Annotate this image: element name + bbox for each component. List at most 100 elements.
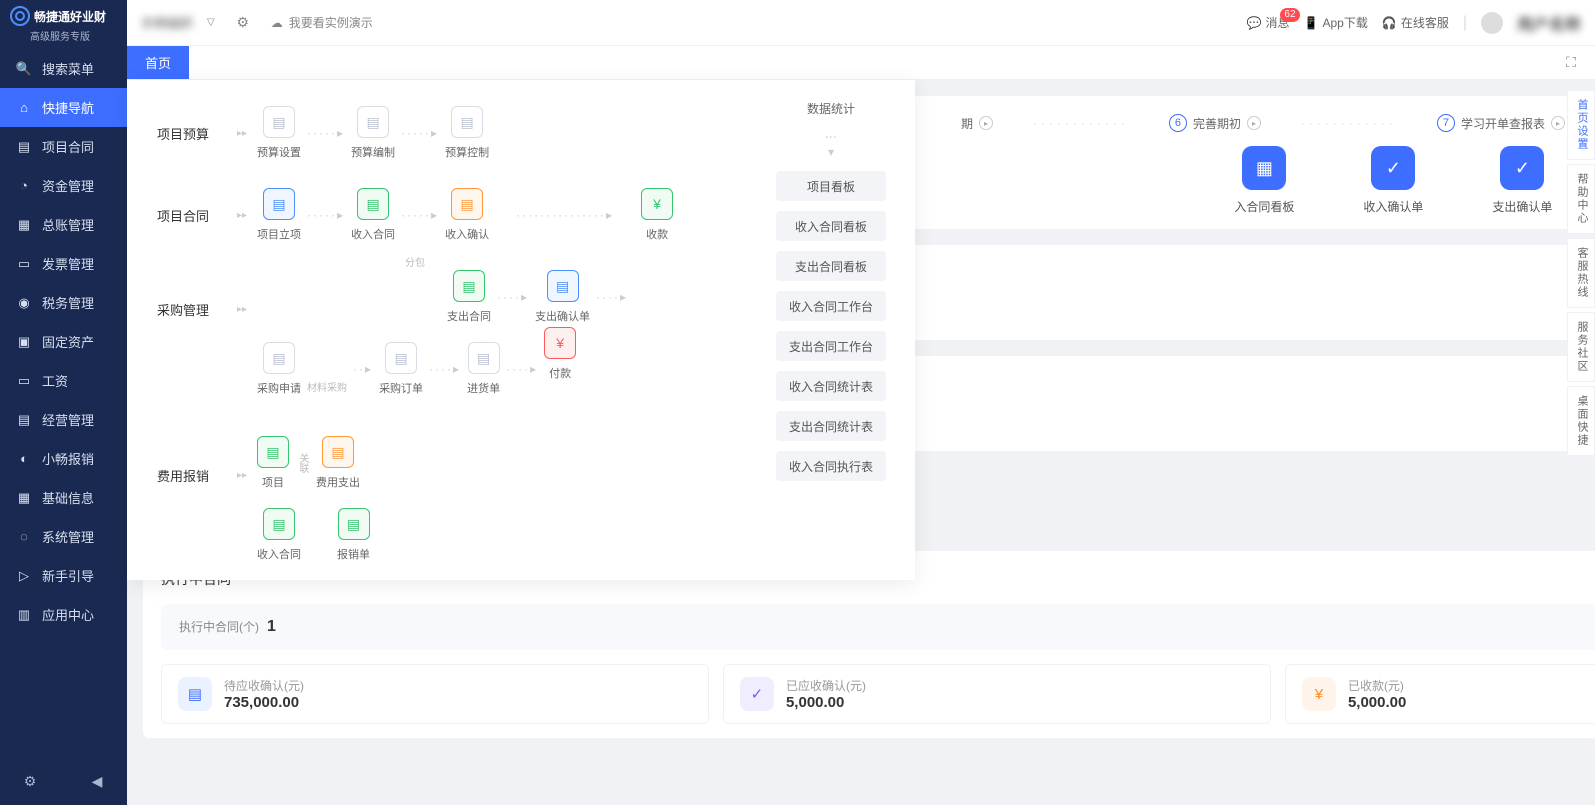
sidebar-item-system[interactable]: ◌系统管理 bbox=[0, 517, 127, 556]
chart-icon: ▤ bbox=[16, 412, 32, 428]
demo-link[interactable]: ☁ 我要看实例演示 bbox=[271, 14, 373, 31]
check-icon: ✓ bbox=[740, 677, 774, 711]
money-icon: ¥ bbox=[641, 188, 673, 220]
sidebar-item-quicknav[interactable]: ⌂快捷导航 bbox=[0, 88, 127, 127]
app-download-link[interactable]: 📱 App下载 bbox=[1304, 14, 1368, 31]
tabs-row: 首页 ⛶ bbox=[127, 46, 1595, 80]
flow-label: 收款 bbox=[646, 226, 668, 242]
flow-node-income-contract-2[interactable]: ▤收入合同 bbox=[257, 508, 301, 562]
guide-icon: ▷ bbox=[16, 568, 32, 584]
play-icon: ▸ bbox=[979, 116, 993, 130]
flow-node-budget-edit[interactable]: ▤预算编制 bbox=[351, 106, 395, 160]
messages-link[interactable]: 💬 消息 62 bbox=[1247, 14, 1290, 31]
wizard-label: 学习开单查报表 bbox=[1461, 115, 1545, 132]
sidebar-item-business[interactable]: ▤经营管理 bbox=[0, 400, 127, 439]
settings-icon[interactable]: ⚙ bbox=[16, 767, 44, 795]
flow-node-project-init[interactable]: ▤项目立项 bbox=[257, 188, 301, 242]
sidebar-label: 固定资产 bbox=[42, 332, 94, 351]
flow-node-receipt[interactable]: ¥ 收款 bbox=[641, 188, 673, 242]
flow-node-income-contract[interactable]: ▤收入合同 bbox=[351, 188, 395, 242]
side-btn-income-board[interactable]: 收入合同看板 bbox=[776, 211, 886, 241]
rail-home-settings[interactable]: 首页设置 bbox=[1567, 90, 1595, 160]
side-btn-income-exec[interactable]: 收入合同执行表 bbox=[776, 451, 886, 481]
rail-desktop[interactable]: 桌面快捷 bbox=[1567, 386, 1595, 456]
sidebar-label: 发票管理 bbox=[42, 254, 94, 273]
dots: ·····▸ bbox=[401, 208, 439, 222]
flow-label: 项目立项 bbox=[257, 226, 301, 242]
sidebar-item-salary[interactable]: ▭工资 bbox=[0, 361, 127, 400]
flow-label: 采购申请 bbox=[257, 380, 301, 396]
wizard-step[interactable]: 期▸ bbox=[961, 115, 993, 132]
flow-node-income-confirm[interactable]: ▤收入确认 bbox=[445, 188, 489, 242]
rail-help[interactable]: 帮助中心 bbox=[1567, 164, 1595, 234]
side-btn-income-report[interactable]: 收入合同统计表 bbox=[776, 371, 886, 401]
gear-icon[interactable]: ⚙ bbox=[229, 9, 257, 37]
flow-node-purchase-request[interactable]: ▤采购申请 bbox=[257, 342, 301, 396]
side-btn-income-workbench[interactable]: 收入合同工作台 bbox=[776, 291, 886, 321]
message-badge: 62 bbox=[1280, 8, 1299, 22]
collapse-icon[interactable]: ◀ bbox=[83, 767, 111, 795]
tile-label: 入合同看板 bbox=[1234, 198, 1294, 215]
flow-node-expense-confirm[interactable]: ▤支出确认单 bbox=[535, 270, 590, 324]
tile-income-board[interactable]: ▦入合同看板 bbox=[1212, 146, 1317, 215]
flow-sublabel: 关联 bbox=[295, 453, 310, 473]
flow-node-expense[interactable]: ▤ 费用支出 bbox=[316, 436, 360, 490]
side-btn-project-board[interactable]: 项目看板 bbox=[776, 171, 886, 201]
wizard-step[interactable]: 7学习开单查报表▸ bbox=[1437, 114, 1565, 132]
sidebar-item-search[interactable]: 🔍搜索菜单 bbox=[0, 49, 127, 88]
sidebar-item-invoice[interactable]: ▭发票管理 bbox=[0, 244, 127, 283]
sidebar-item-funds[interactable]: ◔资金管理 bbox=[0, 166, 127, 205]
arrow-down-icon: ⋮▾ bbox=[824, 131, 838, 161]
headset-icon: 🎧 bbox=[1382, 16, 1397, 30]
metric-value: 735,000.00 bbox=[224, 694, 304, 711]
sidebar-item-apps[interactable]: ▥应用中心 bbox=[0, 595, 127, 634]
sidebar-item-tax[interactable]: ◉税务管理 bbox=[0, 283, 127, 322]
sidebar-item-ledger[interactable]: ▦总账管理 bbox=[0, 205, 127, 244]
side-btn-expense-report[interactable]: 支出合同统计表 bbox=[776, 411, 886, 441]
cloud-icon: ☁ bbox=[271, 16, 283, 30]
chevron-down-icon[interactable]: ▽ bbox=[207, 17, 215, 28]
side-btn-expense-workbench[interactable]: 支出合同工作台 bbox=[776, 331, 886, 361]
rail-community[interactable]: 服务社区 bbox=[1567, 312, 1595, 382]
tile-income-confirm[interactable]: ✓收入确认单 bbox=[1341, 146, 1446, 215]
sidebar-item-basedata[interactable]: ▦基础信息 bbox=[0, 478, 127, 517]
sidebar: 畅捷通好业财 高级服务专版 🔍搜索菜单 ⌂快捷导航 ▤项目合同 ◔资金管理 ▦总… bbox=[0, 0, 127, 805]
wizard-step[interactable]: 6完善期初▸ bbox=[1169, 114, 1261, 132]
metric-value: 5,000.00 bbox=[786, 694, 866, 711]
flow-node-budget-control[interactable]: ▤预算控制 bbox=[445, 106, 489, 160]
flow-node-project[interactable]: ▤项目 bbox=[257, 436, 289, 490]
side-btn-expense-board[interactable]: 支出合同看板 bbox=[776, 251, 886, 281]
flow-node-reimburse[interactable]: ▤报销单 bbox=[337, 508, 370, 562]
quicknav-flyout: 项目预算 ▸▸ ▤预算设置 ·····▸ ▤预算编制 ·····▸ ▤预算控制 … bbox=[127, 80, 915, 580]
dots: ····▸ bbox=[497, 290, 529, 304]
flow-node-expense-contract[interactable]: ▤支出合同 bbox=[447, 270, 491, 324]
app-label: App下载 bbox=[1323, 14, 1368, 31]
flow-node-payment[interactable]: ¥付款 bbox=[544, 327, 576, 381]
dots: ····▸ bbox=[429, 362, 461, 376]
rail-hotline[interactable]: 客服热线 bbox=[1567, 238, 1595, 308]
org-selector[interactable]: 示例组织 bbox=[141, 13, 193, 32]
flow-label: 收入合同 bbox=[257, 546, 301, 562]
sidebar-label: 系统管理 bbox=[42, 527, 94, 546]
fullscreen-icon[interactable]: ⛶ bbox=[1557, 49, 1585, 77]
tab-home[interactable]: 首页 bbox=[127, 46, 189, 79]
doc-icon: ▤ bbox=[322, 436, 354, 468]
flow-node-goods-in[interactable]: ▤进货单 bbox=[467, 342, 500, 396]
support-link[interactable]: 🎧 在线客服 bbox=[1382, 14, 1449, 31]
sidebar-item-assets[interactable]: ▣固定资产 bbox=[0, 322, 127, 361]
metric-value: 5,000.00 bbox=[1348, 694, 1406, 711]
tile-expense-confirm[interactable]: ✓支出确认单 bbox=[1470, 146, 1575, 215]
flow-label: 费用支出 bbox=[316, 474, 360, 490]
metric-pending: ▤ 待应收确认(元)735,000.00 bbox=[161, 664, 709, 724]
flow-node-budget-setting[interactable]: ▤预算设置 bbox=[257, 106, 301, 160]
sidebar-item-project-contract[interactable]: ▤项目合同 bbox=[0, 127, 127, 166]
arrow-icon: ▸▸ bbox=[237, 128, 247, 139]
sidebar-item-reimburse[interactable]: ◐小畅报销 bbox=[0, 439, 127, 478]
flow-node-purchase-order[interactable]: ▤采购订单 bbox=[379, 342, 423, 396]
sidebar-item-guide[interactable]: ▷新手引导 bbox=[0, 556, 127, 595]
doc-icon: ▤ bbox=[547, 270, 579, 302]
avatar[interactable] bbox=[1481, 12, 1503, 34]
topbar-right: 💬 消息 62 📱 App下载 🎧 在线客服 | 用户名称 bbox=[1247, 11, 1581, 35]
dots: ··▸ bbox=[353, 362, 373, 376]
user-name[interactable]: 用户名称 bbox=[1517, 11, 1581, 35]
